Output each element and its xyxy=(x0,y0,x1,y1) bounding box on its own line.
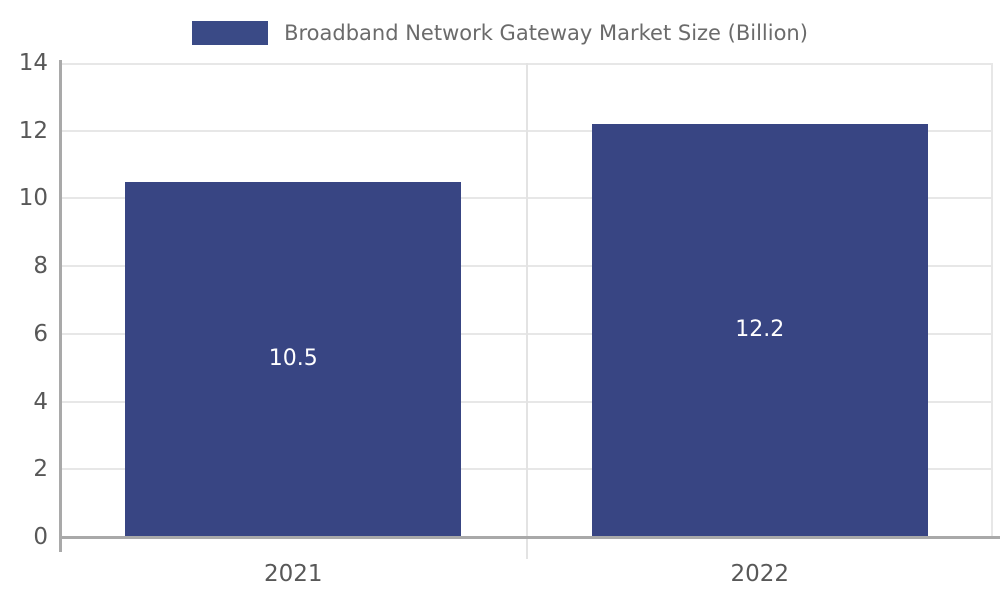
plot-right-border xyxy=(991,63,993,537)
x-axis-line xyxy=(59,536,1000,539)
bar-2021[interactable]: 10.5 xyxy=(125,181,462,537)
gridline-vertical xyxy=(525,63,528,559)
y-axis-tick-label: 12 xyxy=(18,117,48,144)
y-axis-tick-labels: 0 2 4 6 8 10 12 14 xyxy=(0,0,48,600)
y-axis-tick-label: 6 xyxy=(33,320,48,347)
y-axis-tick-label: 4 xyxy=(33,388,48,415)
x-axis-tick-label: 2021 xyxy=(263,561,323,587)
y-axis-tick-label: 2 xyxy=(33,456,48,483)
y-axis-tick-label: 10 xyxy=(18,185,48,212)
legend-label: Broadband Network Gateway Market Size (B… xyxy=(284,20,808,45)
bar-value-label: 12.2 xyxy=(735,317,785,343)
y-axis-tick-label: 8 xyxy=(33,253,48,280)
bar-value-label: 10.5 xyxy=(268,346,318,372)
x-axis-tick-label: 2022 xyxy=(730,561,790,587)
plot-area: 10.5 12.2 xyxy=(60,63,993,559)
bar-2022[interactable]: 12.2 xyxy=(591,123,928,537)
y-axis-tick-label: 14 xyxy=(18,50,48,76)
y-axis-line xyxy=(59,60,62,552)
legend-color-swatch xyxy=(192,21,269,45)
chart-legend: Broadband Network Gateway Market Size (B… xyxy=(0,14,1000,52)
y-axis-tick-label: 0 xyxy=(33,524,48,550)
